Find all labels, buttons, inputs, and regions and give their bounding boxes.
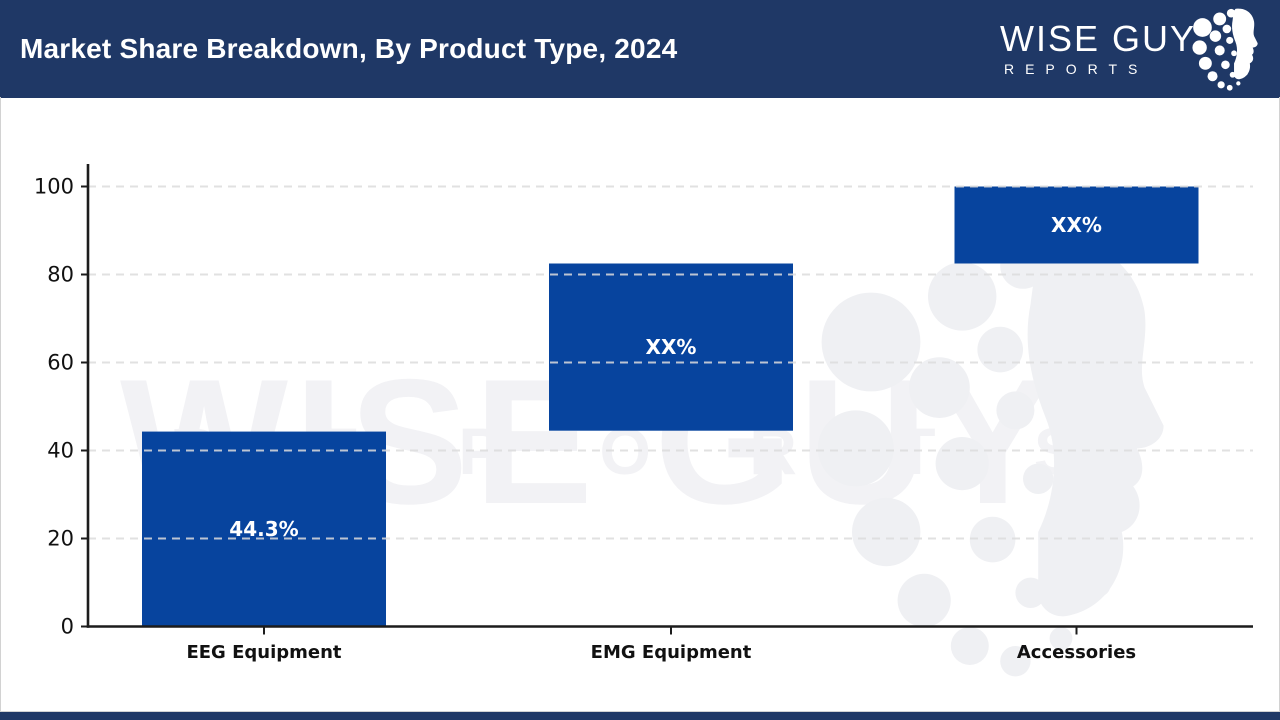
bar-value-label-1: XX% [646,335,697,359]
y-tick-label-80: 80 [47,263,74,287]
footer-bar [0,711,1280,720]
x-category-label-eeg-equipment: EEG Equipment [186,642,341,663]
bar-eeg-equipment [142,431,386,627]
bar-value-label-2: XX% [1051,213,1102,237]
bar-emg-equipment [549,263,793,431]
y-tick-label-100: 100 [34,175,74,199]
x-category-label-accessories: Accessories [1017,642,1136,663]
y-tick-label-40: 40 [47,439,74,463]
brand-name: WISE GUY [999,18,1196,59]
y-tick-label-0: 0 [61,615,74,639]
brand-logo: WISE GUY REPORTS [1000,6,1266,92]
header-bar: Market Share Breakdown, By Product Type,… [0,0,1280,98]
y-tick-label-20: 20 [47,527,74,551]
bar-value-label-0: 44.3% [229,517,298,541]
brand-sub: REPORTS [1003,61,1149,77]
page-title: Market Share Breakdown, By Product Type,… [20,33,678,64]
y-tick-label-60: 60 [47,351,74,375]
x-category-label-emg-equipment: EMG Equipment [591,642,752,663]
